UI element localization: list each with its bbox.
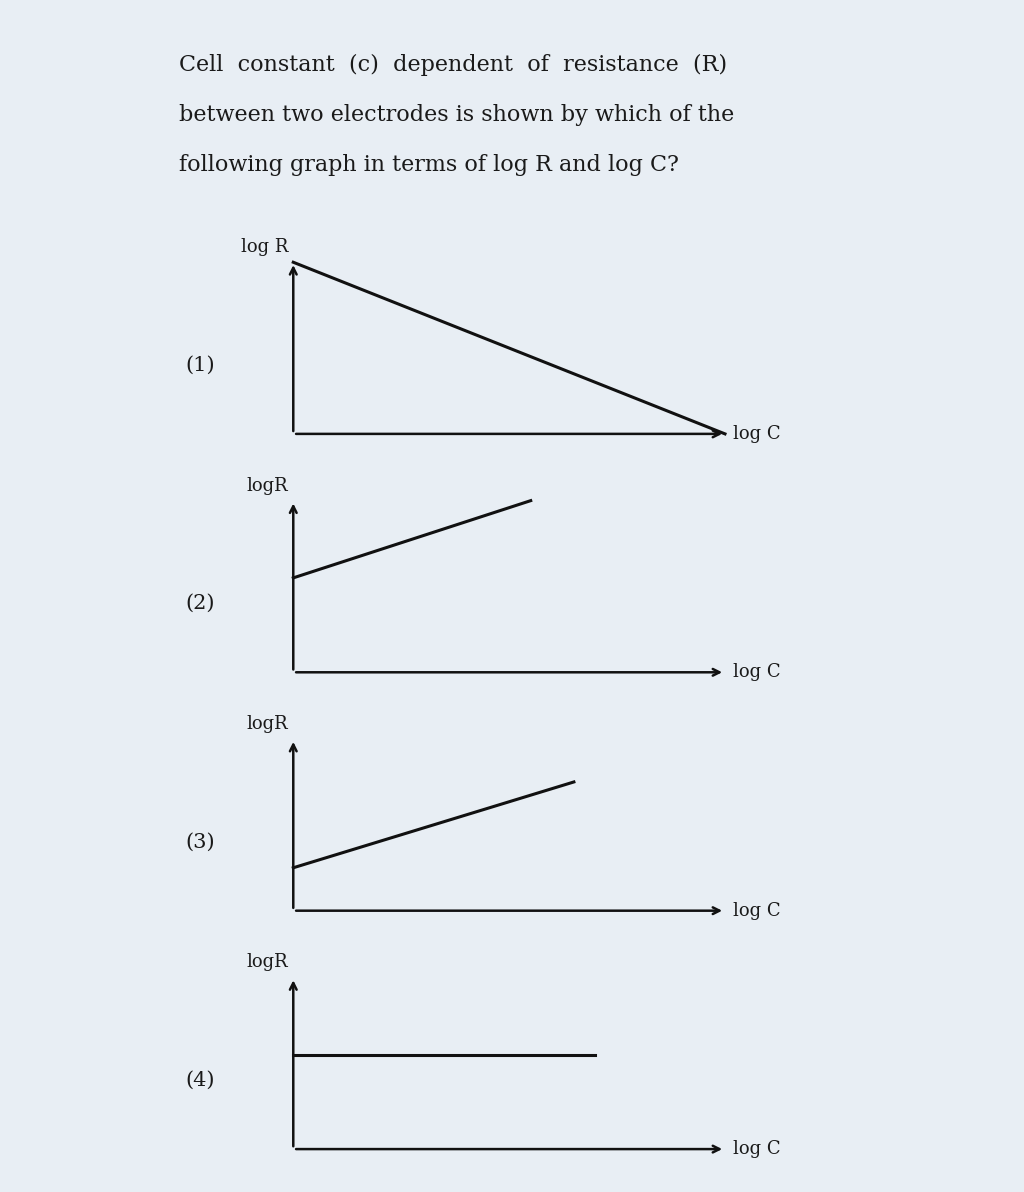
Text: logR: logR [247,954,288,971]
Text: log C: log C [733,901,781,920]
Text: log C: log C [733,663,781,682]
Text: log C: log C [733,424,781,443]
Text: logR: logR [247,715,288,733]
Text: Cell  constant  (c)  dependent  of  resistance  (R): Cell constant (c) dependent of resistanc… [179,54,727,76]
Text: (2): (2) [185,594,215,613]
Text: (4): (4) [185,1070,215,1089]
Text: log R: log R [241,238,288,256]
Text: following graph in terms of log R and log C?: following graph in terms of log R and lo… [179,154,679,175]
Text: log C: log C [733,1140,781,1159]
Text: (3): (3) [185,832,215,851]
Text: (1): (1) [185,355,215,374]
Text: between two electrodes is shown by which of the: between two electrodes is shown by which… [179,104,734,125]
Text: logR: logR [247,477,288,495]
